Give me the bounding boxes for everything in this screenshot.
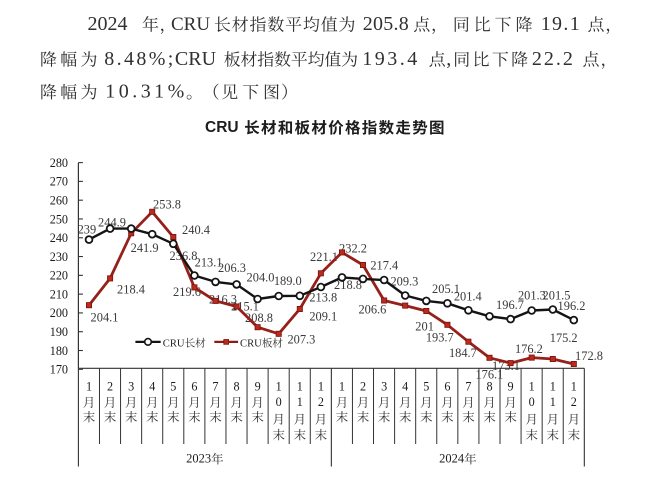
svg-text:1: 1: [550, 380, 556, 394]
svg-text:19.1: 19.1: [541, 13, 580, 35]
svg-text:2024: 2024: [88, 13, 128, 35]
svg-text:209.3: 209.3: [390, 274, 418, 288]
svg-text:201.5: 201.5: [543, 288, 571, 302]
svg-text:,: ,: [446, 48, 451, 70]
svg-text:206.6: 206.6: [358, 303, 386, 317]
svg-text:0: 0: [276, 395, 282, 409]
svg-text:6: 6: [444, 380, 450, 394]
svg-text:1: 1: [297, 380, 303, 394]
svg-text:180: 180: [50, 344, 68, 358]
svg-text:220: 220: [50, 269, 68, 283]
svg-text:8: 8: [234, 380, 240, 394]
svg-text:5: 5: [170, 380, 176, 394]
svg-text:201.4: 201.4: [454, 289, 482, 303]
svg-text:10.31%: 10.31%: [105, 81, 184, 103]
svg-text:4: 4: [149, 380, 155, 394]
svg-text:1: 1: [529, 380, 535, 394]
svg-text:22.2: 22.2: [532, 48, 573, 70]
svg-text:215.1: 215.1: [231, 299, 259, 313]
svg-text:2: 2: [318, 395, 324, 409]
svg-text:193.4: 193.4: [362, 48, 417, 70]
svg-text:209.1: 209.1: [309, 309, 337, 323]
svg-text:244.9: 244.9: [98, 216, 126, 230]
svg-text:218.4: 218.4: [117, 283, 145, 297]
svg-text:260: 260: [50, 193, 68, 207]
svg-text:213.8: 213.8: [309, 290, 337, 304]
svg-text:240: 240: [50, 231, 68, 245]
svg-text:CRU: CRU: [175, 48, 217, 70]
svg-text:207.3: 207.3: [287, 332, 315, 346]
svg-text:176.2: 176.2: [515, 342, 543, 356]
svg-text:3: 3: [381, 380, 387, 394]
svg-text:176.1: 176.1: [475, 367, 503, 381]
svg-text:8.48%;: 8.48%;: [104, 48, 173, 70]
svg-text:9: 9: [255, 380, 261, 394]
svg-text:204.1: 204.1: [91, 310, 119, 324]
svg-text:6: 6: [191, 380, 197, 394]
svg-text:7: 7: [212, 380, 218, 394]
svg-text:9: 9: [508, 380, 514, 394]
svg-text:241.9: 241.9: [131, 241, 159, 255]
svg-text:1: 1: [318, 380, 324, 394]
svg-text:193.7: 193.7: [426, 331, 454, 345]
svg-text:205.1: 205.1: [432, 282, 460, 296]
svg-text:280: 280: [50, 156, 68, 170]
svg-text:204.0: 204.0: [247, 270, 275, 284]
svg-text:1: 1: [571, 380, 577, 394]
svg-text:8: 8: [486, 380, 492, 394]
svg-text:201.3: 201.3: [518, 288, 546, 302]
svg-text:7: 7: [465, 380, 471, 394]
svg-text:205.8: 205.8: [363, 13, 409, 35]
svg-text:221.1: 221.1: [310, 250, 338, 264]
svg-text:2024: 2024: [439, 452, 465, 466]
svg-text:0: 0: [529, 395, 535, 409]
svg-text:190: 190: [50, 325, 68, 339]
svg-text:1: 1: [339, 380, 345, 394]
svg-text:196.7: 196.7: [496, 298, 524, 312]
svg-text:239: 239: [78, 223, 97, 237]
svg-text:1: 1: [86, 380, 92, 394]
svg-text:1: 1: [550, 395, 556, 409]
svg-text:1: 1: [276, 380, 282, 394]
svg-text:232.2: 232.2: [339, 241, 367, 255]
svg-text:170: 170: [50, 363, 68, 377]
svg-text:201: 201: [415, 320, 434, 334]
svg-text:175.2: 175.2: [550, 331, 578, 345]
svg-text:4: 4: [402, 380, 408, 394]
svg-text:2: 2: [107, 380, 113, 394]
svg-text:2: 2: [571, 395, 577, 409]
svg-text:CRU: CRU: [171, 14, 210, 35]
svg-text:2: 2: [360, 380, 366, 394]
svg-text:200: 200: [50, 306, 68, 320]
svg-text:230: 230: [50, 250, 68, 264]
svg-text:250: 250: [50, 212, 68, 226]
svg-text:206.3: 206.3: [218, 261, 246, 275]
svg-text:217.4: 217.4: [370, 259, 398, 273]
svg-text:236.8: 236.8: [170, 249, 198, 263]
svg-text:184.7: 184.7: [449, 346, 477, 360]
svg-text:213.1: 213.1: [195, 255, 223, 269]
svg-text:210: 210: [50, 287, 68, 301]
svg-text:CRU: CRU: [163, 338, 185, 349]
svg-text:270: 270: [50, 175, 68, 189]
svg-text:3: 3: [128, 380, 134, 394]
svg-text:5: 5: [423, 380, 429, 394]
svg-text:253.8: 253.8: [153, 198, 181, 212]
svg-text:172.8: 172.8: [575, 349, 603, 363]
svg-text:196.2: 196.2: [558, 299, 586, 313]
svg-text:2023: 2023: [186, 452, 211, 466]
svg-text:CRU: CRU: [240, 338, 262, 349]
svg-text:CRU: CRU: [205, 119, 239, 136]
svg-text:1: 1: [297, 395, 303, 409]
svg-text:189.0: 189.0: [274, 274, 302, 288]
svg-text:240.4: 240.4: [182, 223, 210, 237]
